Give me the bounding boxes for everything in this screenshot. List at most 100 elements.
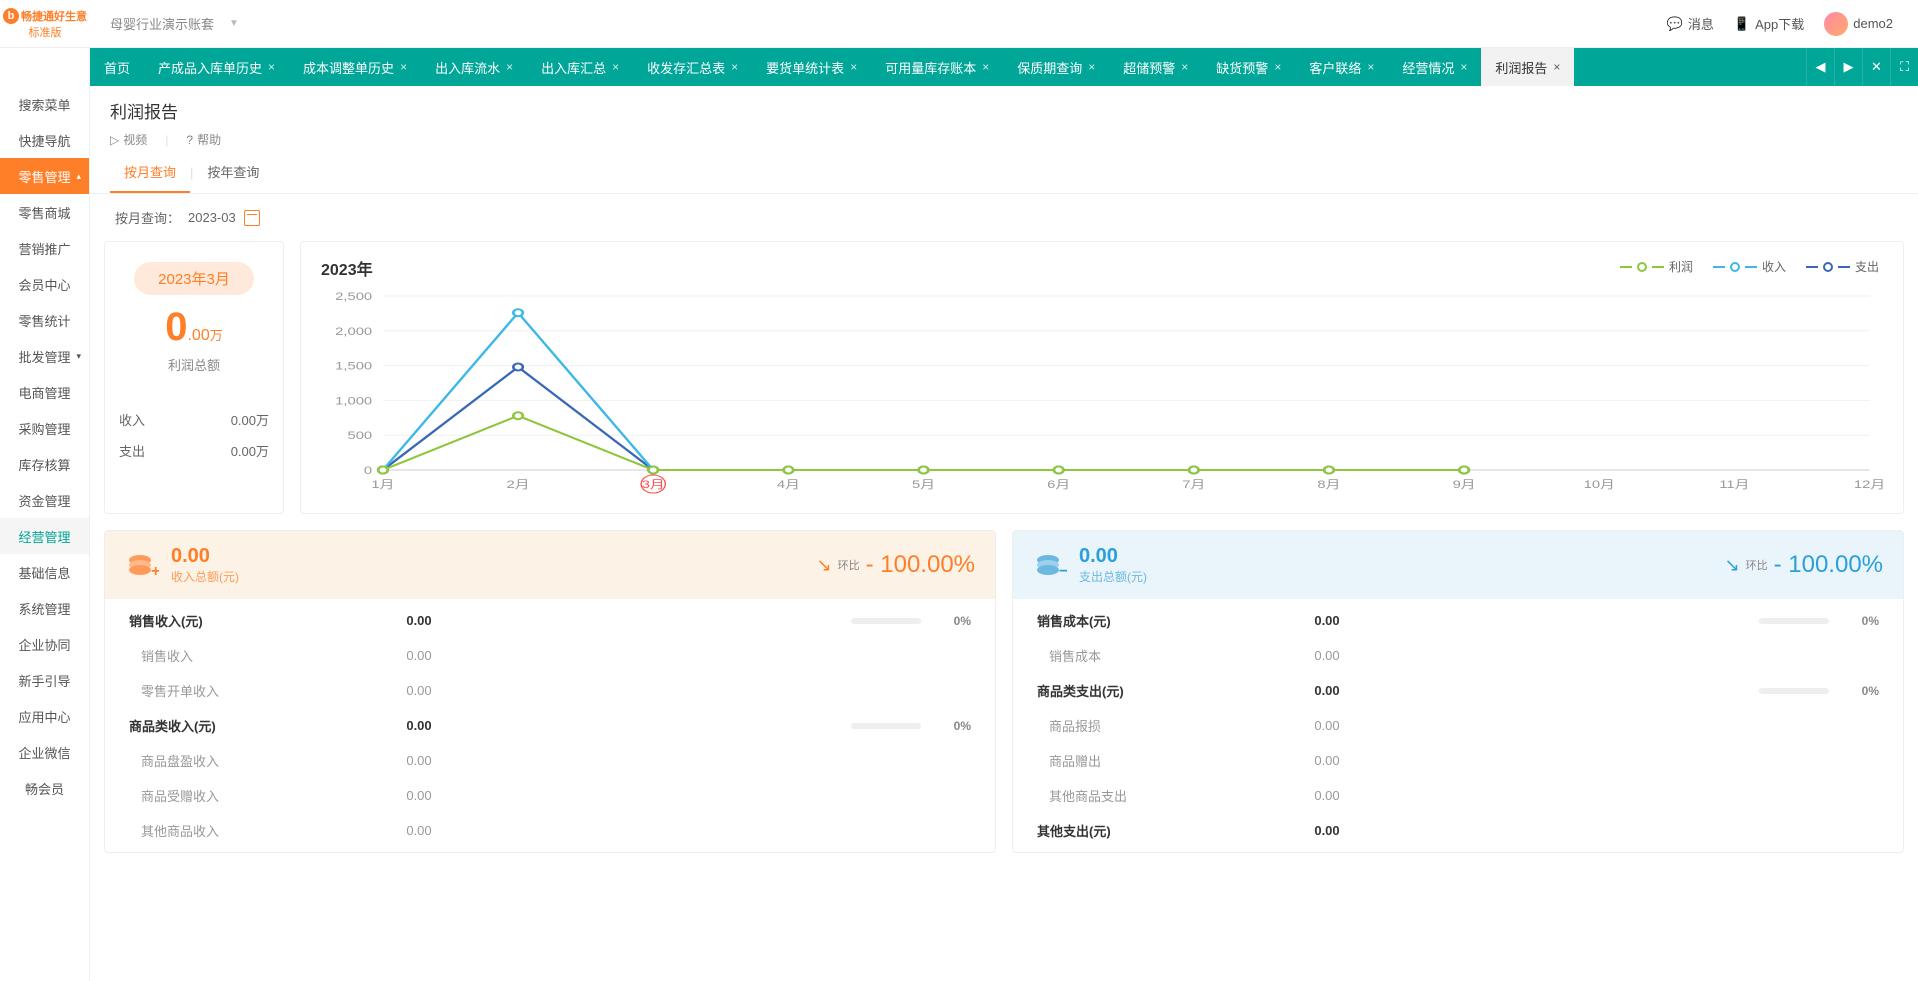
close-icon[interactable]: ×: [400, 60, 407, 74]
svg-text:2,000: 2,000: [335, 325, 372, 338]
svg-text:1,000: 1,000: [335, 394, 372, 407]
income-amount: 0.00: [171, 545, 239, 568]
breakdown-row: 商品类收入(元)0.000%: [105, 708, 995, 743]
svg-text:500: 500: [347, 429, 372, 442]
tab-by-year[interactable]: 按年查询: [193, 152, 273, 193]
tab-产成品入库单历史[interactable]: 产成品入库单历史×: [144, 48, 289, 86]
help-link[interactable]: ? 帮助: [186, 131, 221, 148]
calendar-icon[interactable]: [244, 210, 260, 226]
line-chart: 05001,0001,5002,0002,5001月2月3月4月5月6月7月8月…: [321, 286, 1883, 496]
breakdown-row: 商品受赠收入0.00: [105, 778, 995, 813]
mobile-icon: 📱: [1734, 16, 1750, 32]
svg-text:2,500: 2,500: [335, 290, 372, 303]
sidebar-item-资金管理[interactable]: 资金管理: [0, 482, 89, 518]
profit-label: 利润总额: [119, 355, 269, 374]
tenant-select[interactable]: 母婴行业演示账套 ▼: [90, 14, 1667, 33]
tab-客户联络[interactable]: 客户联络×: [1295, 48, 1388, 86]
svg-text:7月: 7月: [1182, 478, 1205, 491]
tab-首页[interactable]: 首页: [90, 48, 144, 86]
close-icon[interactable]: ×: [731, 60, 738, 74]
sidebar-item-应用中心[interactable]: 应用中心: [0, 698, 89, 734]
close-icon[interactable]: ×: [1181, 60, 1188, 74]
svg-text:1,500: 1,500: [335, 359, 372, 372]
close-icon[interactable]: ×: [268, 60, 275, 74]
user-menu[interactable]: demo2: [1824, 12, 1893, 36]
close-icon[interactable]: ×: [982, 60, 989, 74]
breakdown-row: 销售成本(元)0.000%: [1013, 603, 1903, 638]
sidebar-item-采购管理[interactable]: 采购管理: [0, 410, 89, 446]
tab-close-all[interactable]: ✕: [1862, 48, 1890, 86]
tab-成本调整单历史[interactable]: 成本调整单历史×: [289, 48, 421, 86]
period-pill: 2023年3月: [134, 262, 254, 295]
tab-scroll-right[interactable]: ▶: [1834, 48, 1862, 86]
messages-button[interactable]: 💬 消息: [1667, 14, 1714, 33]
close-icon[interactable]: ×: [506, 60, 513, 74]
tab-经营情况[interactable]: 经营情况×: [1388, 48, 1481, 86]
tab-利润报告[interactable]: 利润报告×: [1481, 48, 1574, 86]
svg-text:11月: 11月: [1719, 478, 1749, 491]
close-icon[interactable]: ×: [1274, 60, 1281, 74]
tab-scroll-left[interactable]: ◀: [1806, 48, 1834, 86]
filter-month-value[interactable]: 2023-03: [188, 210, 236, 225]
sidebar-item-基础信息[interactable]: 基础信息: [0, 554, 89, 590]
sidebar-item-零售商城[interactable]: 零售商城: [0, 194, 89, 230]
svg-text:0: 0: [364, 464, 372, 477]
logo[interactable]: b畅捷通好生意 标准版: [0, 8, 90, 40]
tab-出入库汇总[interactable]: 出入库汇总×: [527, 48, 633, 86]
close-icon[interactable]: ×: [1553, 60, 1560, 74]
tab-出入库流水[interactable]: 出入库流水×: [421, 48, 527, 86]
trend-down-icon: ↘: [817, 555, 832, 576]
sidebar-item-企业微信[interactable]: 企业微信: [0, 734, 89, 770]
sidebar-item-零售统计[interactable]: 零售统计: [0, 302, 89, 338]
close-icon[interactable]: ×: [612, 60, 619, 74]
sidebar-item-快捷导航[interactable]: 快捷导航: [0, 122, 89, 158]
chevron-down-icon: ▼: [229, 18, 239, 29]
tab-可用量库存账本[interactable]: 可用量库存账本×: [871, 48, 1003, 86]
sidebar-item-企业协同[interactable]: 企业协同: [0, 626, 89, 662]
svg-text:8月: 8月: [1317, 478, 1340, 491]
breakdown-row: 其他支出(元)0.00: [1013, 813, 1903, 848]
svg-text:+: +: [151, 563, 159, 580]
sidebar-item-零售管理[interactable]: 零售管理▴: [0, 158, 89, 194]
breakdown-row: 商品类支出(元)0.000%: [1013, 673, 1903, 708]
sidebar-item-库存核算[interactable]: 库存核算: [0, 446, 89, 482]
tab-收发存汇总表[interactable]: 收发存汇总表×: [633, 48, 752, 86]
trend-down-icon: ↘: [1725, 555, 1740, 576]
close-icon[interactable]: ×: [1460, 60, 1467, 74]
breakdown-row: 商品赠出0.00: [1013, 743, 1903, 778]
breakdown-row: 销售收入0.00: [105, 638, 995, 673]
expense-delta: - 100.00%: [1774, 551, 1883, 579]
tab-要货单统计表[interactable]: 要货单统计表×: [752, 48, 871, 86]
close-icon[interactable]: ×: [1367, 60, 1374, 74]
sidebar-item-营销推广[interactable]: 营销推广: [0, 230, 89, 266]
svg-text:10月: 10月: [1584, 478, 1615, 491]
svg-text:12月: 12月: [1854, 478, 1883, 491]
sidebar-item-畅会员[interactable]: 畅会员: [0, 770, 89, 806]
sidebar-item-搜索菜单[interactable]: 搜索菜单: [0, 86, 89, 122]
sidebar-item-批发管理[interactable]: 批发管理▾: [0, 338, 89, 374]
sidebar-item-电商管理[interactable]: 电商管理: [0, 374, 89, 410]
avatar: [1824, 12, 1848, 36]
sidebar-item-会员中心[interactable]: 会员中心: [0, 266, 89, 302]
tab-保质期查询[interactable]: 保质期查询×: [1003, 48, 1109, 86]
breakdown-row: 销售收入(元)0.000%: [105, 603, 995, 638]
tab-by-month[interactable]: 按月查询: [110, 152, 190, 193]
breakdown-row: 其他商品收入0.00: [105, 813, 995, 848]
close-icon[interactable]: ×: [1088, 60, 1095, 74]
sidebar-item-系统管理[interactable]: 系统管理: [0, 590, 89, 626]
sidebar-item-新手引导[interactable]: 新手引导: [0, 662, 89, 698]
expense-panel: − 0.00 支出总额(元) ↘ 环比 - 100.00% 销售成本(元)0.0: [1012, 530, 1904, 853]
close-icon[interactable]: ×: [850, 60, 857, 74]
sidebar-item-经营管理[interactable]: 经营管理: [0, 518, 89, 554]
tab-缺货预警[interactable]: 缺货预警×: [1202, 48, 1295, 86]
tab-超储预警[interactable]: 超储预警×: [1109, 48, 1202, 86]
svg-text:1月: 1月: [371, 478, 394, 491]
chat-icon: 💬: [1667, 16, 1683, 32]
svg-text:−: −: [1059, 563, 1067, 580]
svg-text:4月: 4月: [777, 478, 800, 491]
app-download-button[interactable]: 📱 App下载: [1734, 14, 1804, 33]
profit-int: 0: [165, 305, 187, 349]
video-link[interactable]: ▷ 视频: [110, 131, 147, 148]
income-delta: - 100.00%: [866, 551, 975, 579]
fullscreen-button[interactable]: ⛶: [1890, 48, 1918, 86]
